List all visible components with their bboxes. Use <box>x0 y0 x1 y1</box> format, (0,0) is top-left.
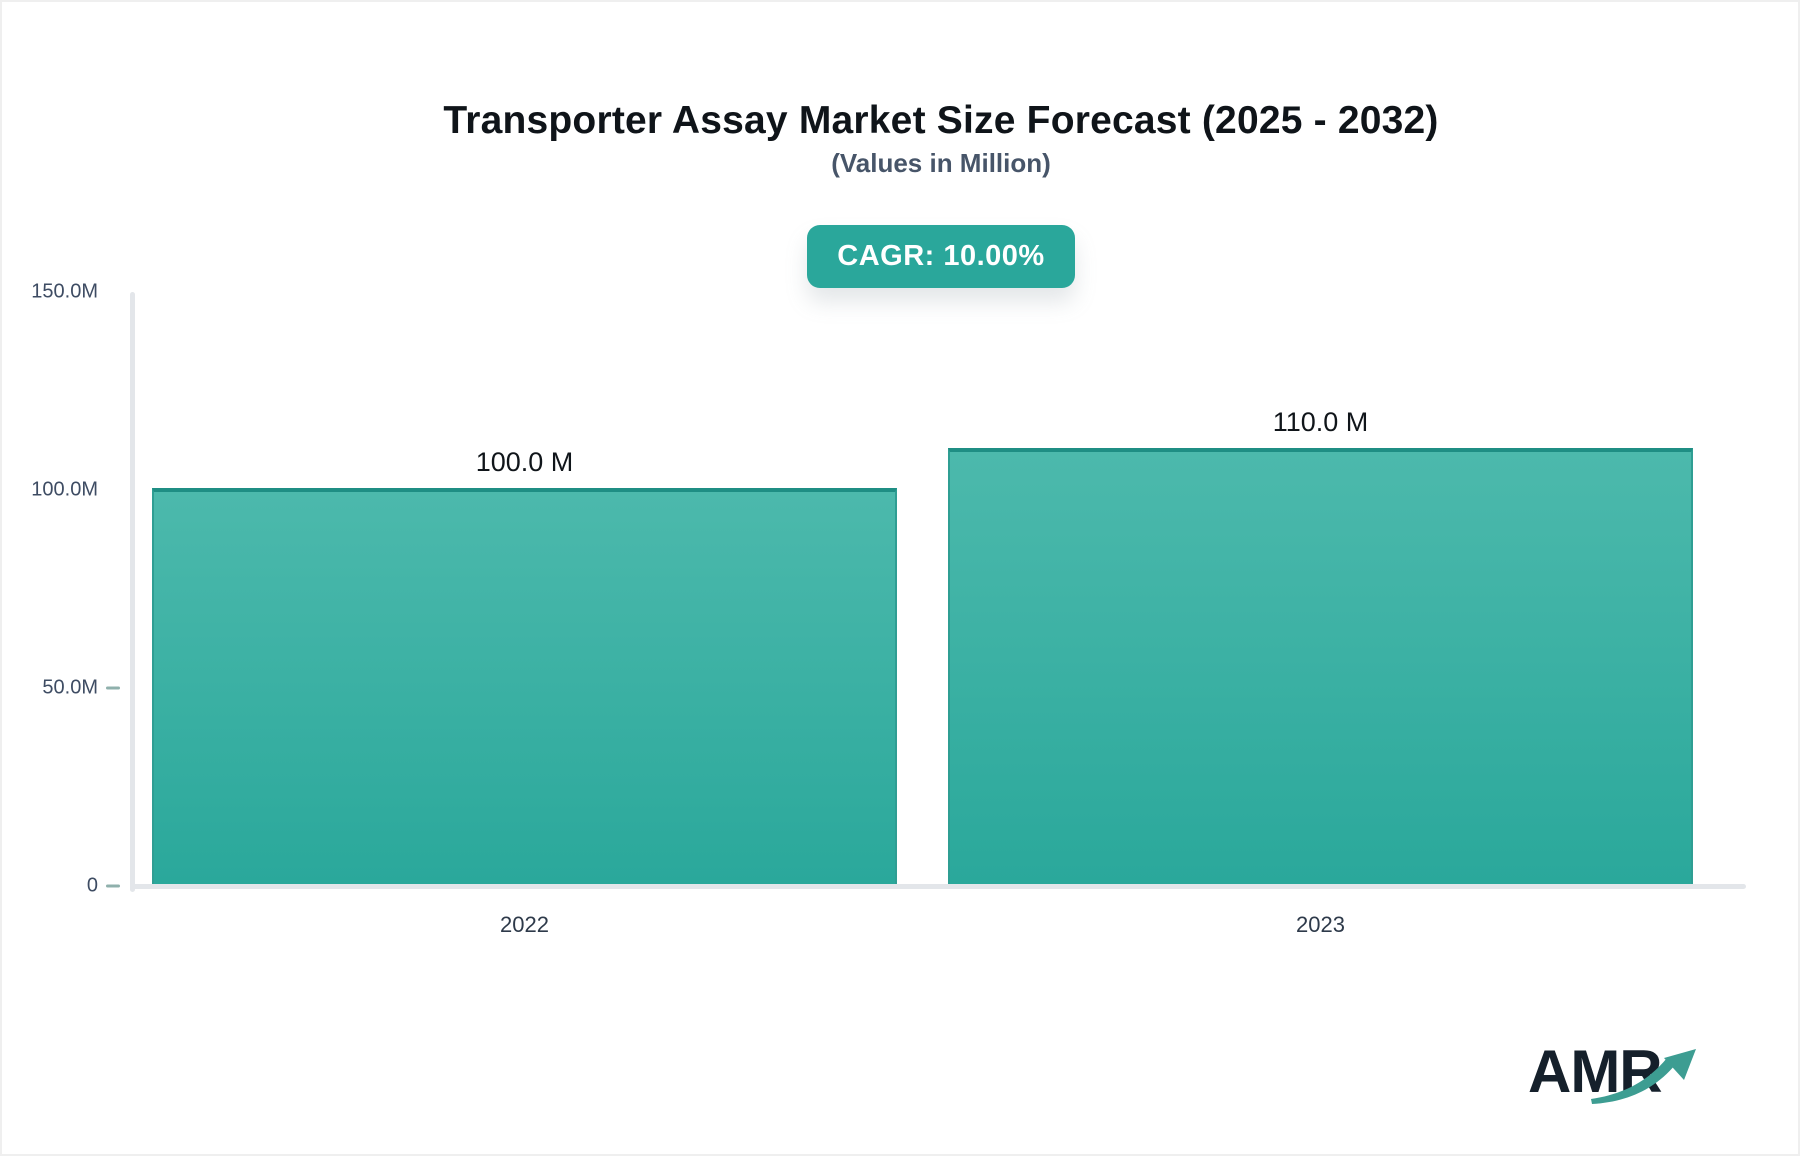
plot-area: 100.0 M 2022 110.0 M 2023 <box>130 292 1746 937</box>
logo-text: AMR <box>1528 1038 1662 1105</box>
cagr-badge-wrap: CAGR: 10.00% <box>136 225 1746 288</box>
amr-logo: AMR <box>1526 1034 1716 1114</box>
x-axis-line <box>130 884 1746 889</box>
y-axis-line <box>130 292 135 892</box>
chart-header: Transporter Assay Market Size Forecast (… <box>136 2 1746 288</box>
x-axis-tick-label: 2022 <box>500 912 549 937</box>
logo-arrow-icon <box>1591 1058 1675 1104</box>
chart-subtitle: (Values in Million) <box>831 148 1051 178</box>
logo-arrowhead-icon <box>1664 1049 1696 1080</box>
y-axis-tick-label: 0 <box>86 874 98 897</box>
y-axis-tick-label: 150.0M <box>31 280 98 303</box>
bar-2022 <box>152 488 897 884</box>
x-axis-tick-label: 2023 <box>1296 912 1345 937</box>
cagr-badge: CAGR: 10.00% <box>807 225 1075 288</box>
y-axis-tick-label: 100.0M <box>31 478 98 501</box>
y-axis-tick-label: 50.0M <box>42 676 98 699</box>
y-axis-tick-mark <box>106 686 120 690</box>
bar-value-label: 100.0 M <box>475 447 574 477</box>
bar-2023 <box>948 448 1693 884</box>
y-axis-tick-mark <box>106 884 120 888</box>
chart-title: Transporter Assay Market Size Forecast (… <box>443 99 1439 142</box>
amr-logo-graphic: AMR <box>1528 1038 1696 1105</box>
bar-value-label: 110.0 M <box>1272 407 1369 438</box>
